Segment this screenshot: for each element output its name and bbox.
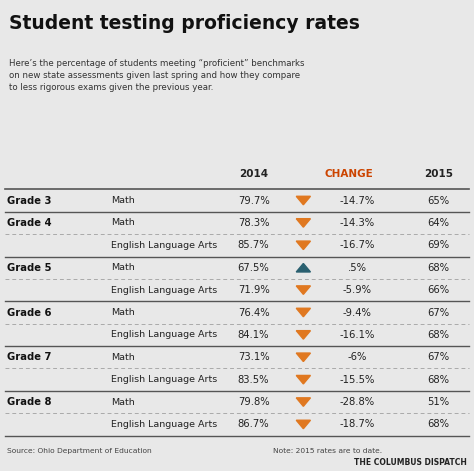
- Text: 73.1%: 73.1%: [238, 352, 269, 362]
- Text: Here’s the percentage of students meeting “proficient” benchmarks
on new state a: Here’s the percentage of students meetin…: [9, 59, 305, 92]
- Polygon shape: [296, 219, 310, 227]
- Polygon shape: [296, 375, 310, 384]
- Polygon shape: [296, 241, 310, 250]
- Text: 83.5%: 83.5%: [238, 375, 269, 385]
- Text: Grade 4: Grade 4: [7, 218, 52, 228]
- Text: -16.1%: -16.1%: [339, 330, 374, 340]
- Text: 67%: 67%: [428, 308, 449, 317]
- Text: 64%: 64%: [428, 218, 449, 228]
- Polygon shape: [296, 196, 310, 205]
- Text: -6%: -6%: [347, 352, 366, 362]
- Text: -14.7%: -14.7%: [339, 195, 374, 205]
- Text: 2015: 2015: [424, 169, 453, 179]
- Text: 84.1%: 84.1%: [238, 330, 269, 340]
- Text: Grade 5: Grade 5: [7, 263, 52, 273]
- Text: 85.7%: 85.7%: [238, 240, 269, 250]
- Text: Note: 2015 rates are to date.: Note: 2015 rates are to date.: [273, 448, 382, 454]
- Text: English Language Arts: English Language Arts: [111, 330, 218, 340]
- Text: Math: Math: [111, 196, 135, 205]
- Text: 51%: 51%: [428, 397, 449, 407]
- Text: Source: Ohio Department of Education: Source: Ohio Department of Education: [7, 448, 152, 454]
- Text: Math: Math: [111, 219, 135, 227]
- Text: 65%: 65%: [428, 195, 449, 205]
- Text: -18.7%: -18.7%: [339, 420, 374, 430]
- Polygon shape: [296, 398, 310, 406]
- Text: 69%: 69%: [428, 240, 449, 250]
- Text: 68%: 68%: [428, 375, 449, 385]
- Text: Grade 6: Grade 6: [7, 308, 52, 317]
- Text: English Language Arts: English Language Arts: [111, 241, 218, 250]
- Polygon shape: [296, 308, 310, 317]
- Text: 71.9%: 71.9%: [238, 285, 269, 295]
- Text: Math: Math: [111, 398, 135, 406]
- Polygon shape: [296, 286, 310, 294]
- Text: 68%: 68%: [428, 420, 449, 430]
- Polygon shape: [296, 331, 310, 339]
- Text: THE COLUMBUS DISPATCH: THE COLUMBUS DISPATCH: [354, 458, 467, 467]
- Text: -15.5%: -15.5%: [339, 375, 374, 385]
- Text: English Language Arts: English Language Arts: [111, 375, 218, 384]
- Text: -5.9%: -5.9%: [342, 285, 372, 295]
- Text: Math: Math: [111, 263, 135, 272]
- Text: English Language Arts: English Language Arts: [111, 420, 218, 429]
- Text: Math: Math: [111, 353, 135, 362]
- Polygon shape: [296, 420, 310, 429]
- Text: -14.3%: -14.3%: [339, 218, 374, 228]
- Text: .5%: .5%: [347, 263, 366, 273]
- Text: 78.3%: 78.3%: [238, 218, 269, 228]
- Text: 86.7%: 86.7%: [238, 420, 269, 430]
- Text: 67%: 67%: [428, 352, 449, 362]
- Text: -9.4%: -9.4%: [343, 308, 371, 317]
- Text: 68%: 68%: [428, 330, 449, 340]
- Text: 76.4%: 76.4%: [238, 308, 269, 317]
- Text: 79.7%: 79.7%: [238, 195, 269, 205]
- Text: 67.5%: 67.5%: [238, 263, 269, 273]
- Text: 79.8%: 79.8%: [238, 397, 269, 407]
- Text: Grade 7: Grade 7: [7, 352, 52, 362]
- Text: 68%: 68%: [428, 263, 449, 273]
- Text: Student testing proficiency rates: Student testing proficiency rates: [9, 14, 360, 33]
- Text: CHANGE: CHANGE: [324, 169, 373, 179]
- Text: Grade 3: Grade 3: [7, 195, 52, 205]
- Polygon shape: [296, 353, 310, 362]
- Text: 66%: 66%: [428, 285, 449, 295]
- Text: English Language Arts: English Language Arts: [111, 285, 218, 295]
- Text: -28.8%: -28.8%: [339, 397, 374, 407]
- Polygon shape: [296, 263, 310, 272]
- Text: Grade 8: Grade 8: [7, 397, 52, 407]
- Text: 2014: 2014: [239, 169, 268, 179]
- Text: -16.7%: -16.7%: [339, 240, 374, 250]
- Text: Math: Math: [111, 308, 135, 317]
